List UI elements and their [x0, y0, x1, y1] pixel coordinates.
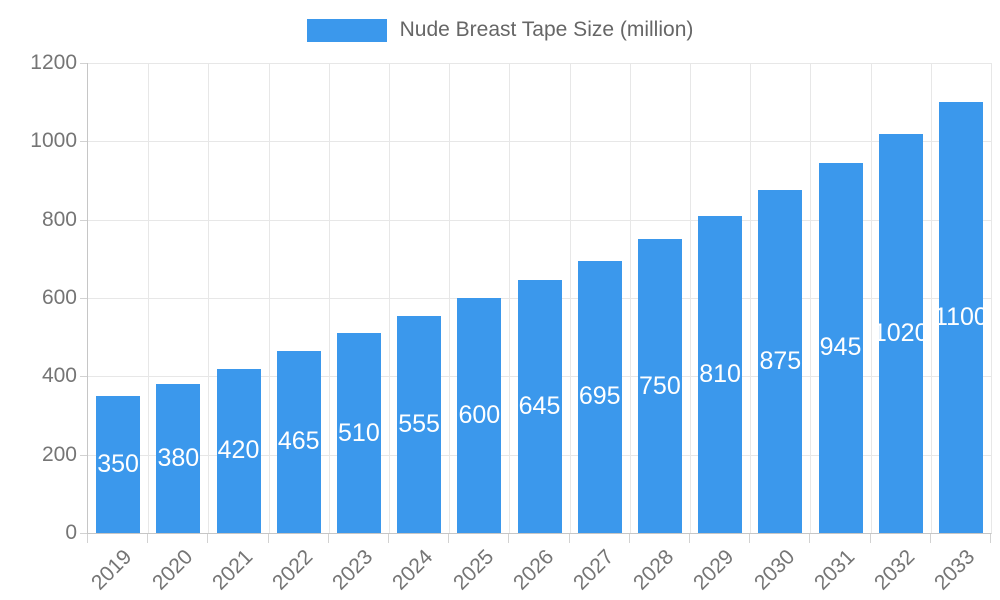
bar-value-label: 810	[699, 359, 741, 388]
x-tick-mark	[869, 534, 871, 543]
x-tick-mark	[448, 534, 450, 543]
bar-2023: 510	[336, 333, 381, 533]
bar-2019: 350	[96, 395, 141, 533]
bar-value-label: 555	[398, 409, 440, 438]
gridline-v	[930, 63, 932, 533]
bar-2030: 875	[758, 190, 803, 533]
y-tick-label: 1000	[30, 129, 77, 153]
gridline-v	[509, 63, 511, 533]
bar-2021: 420	[216, 368, 261, 533]
y-tick-mark	[80, 63, 87, 64]
bar-2033: 1100	[934, 102, 988, 533]
bar-2029: 810	[698, 215, 743, 533]
x-tick-mark	[267, 534, 269, 543]
x-tick-mark	[749, 534, 751, 543]
legend-swatch	[306, 18, 387, 42]
bar-value-label: 510	[338, 418, 380, 447]
gridline-v	[389, 63, 390, 533]
y-tick-label: 1200	[30, 51, 77, 74]
x-tick-mark	[508, 534, 510, 543]
legend-label: Nude Breast Tape Size (million)	[399, 18, 694, 41]
y-tick-mark	[80, 376, 87, 378]
bar-2032: 1020	[873, 133, 929, 533]
y-tick-mark	[80, 454, 87, 456]
bar-2025: 600	[457, 298, 502, 533]
bar-value-label: 875	[759, 347, 802, 376]
bar-value-label: 420	[217, 436, 260, 465]
bar-2031: 945	[818, 162, 863, 533]
bar-value-label: 1100	[934, 303, 988, 332]
bar-value-label: 350	[97, 449, 139, 478]
x-tick-mark	[207, 534, 209, 543]
x-tick-label: 2031	[809, 545, 860, 595]
x-tick-mark	[628, 534, 630, 543]
gridline-h	[88, 141, 991, 143]
bar-2022: 465	[276, 350, 321, 533]
x-tick-mark	[327, 534, 329, 543]
bar-2027: 695	[577, 260, 622, 533]
x-tick-label: 2030	[749, 545, 799, 595]
gridline-v	[208, 63, 210, 533]
x-tick-label: 2026	[508, 545, 559, 595]
gridline-v	[148, 63, 150, 533]
gridline-h	[88, 219, 991, 221]
y-tick-mark	[80, 533, 87, 534]
x-tick-mark	[568, 534, 570, 543]
y-tick-label: 200	[41, 442, 77, 466]
gridline-h	[88, 63, 991, 64]
bar-value-label: 750	[639, 371, 681, 400]
x-tick-label: 2027	[568, 545, 619, 595]
x-tick-mark	[388, 534, 389, 543]
y-tick-mark	[80, 141, 87, 143]
bar-2026: 645	[517, 280, 562, 533]
x-tick-label: 2024	[388, 545, 438, 595]
gridline-v	[750, 63, 752, 533]
x-tick-mark	[809, 534, 811, 543]
bar-value-label: 1020	[872, 318, 929, 347]
y-tick-mark	[80, 298, 87, 299]
x-tick-label: 2028	[629, 545, 679, 595]
gridline-v	[629, 63, 631, 533]
bar-2020: 380	[156, 384, 201, 533]
x-tick-label: 2025	[448, 545, 498, 595]
bar-value-label: 695	[578, 382, 621, 411]
x-tick-mark	[147, 534, 149, 543]
bar-value-label: 945	[819, 333, 862, 362]
x-tick-mark	[929, 534, 931, 543]
plot-area: 350 380 420 465 510 555 600 645 695 750 810 875 945 1…	[87, 63, 992, 534]
x-tick-label: 2023	[328, 545, 378, 595]
x-tick-mark	[990, 534, 991, 543]
gridline-v	[268, 63, 270, 533]
y-tick-label: 800	[41, 207, 77, 231]
chart-legend[interactable]: Nude Breast Tape Size (million)	[0, 18, 1000, 42]
x-tick-label: 2033	[930, 545, 980, 595]
gridline-v	[690, 63, 691, 533]
y-tick-label: 0	[65, 521, 77, 544]
bar-value-label: 600	[458, 401, 501, 429]
gridline-v	[449, 63, 451, 533]
gridline-v	[569, 63, 571, 533]
x-tick-mark	[87, 534, 88, 543]
x-tick-label: 2020	[147, 545, 197, 595]
bar-value-label: 465	[277, 427, 320, 456]
x-tick-label: 2019	[87, 545, 137, 595]
bar-value-label: 645	[518, 392, 561, 421]
bar-2024: 555	[397, 315, 442, 533]
x-tick-label: 2022	[267, 545, 318, 595]
gridline-v	[328, 63, 330, 533]
y-tick-label: 600	[41, 286, 77, 309]
bar-2028: 750	[637, 239, 682, 533]
x-tick-label: 2032	[869, 545, 920, 595]
y-tick-mark	[80, 219, 87, 221]
gridline-v	[870, 63, 872, 533]
x-tick-label: 2029	[689, 545, 739, 595]
bar-value-label: 380	[157, 444, 200, 473]
x-tick-label: 2021	[207, 545, 258, 595]
x-tick-mark	[689, 534, 690, 543]
gridline-v	[810, 63, 812, 533]
y-tick-label: 400	[41, 364, 77, 388]
